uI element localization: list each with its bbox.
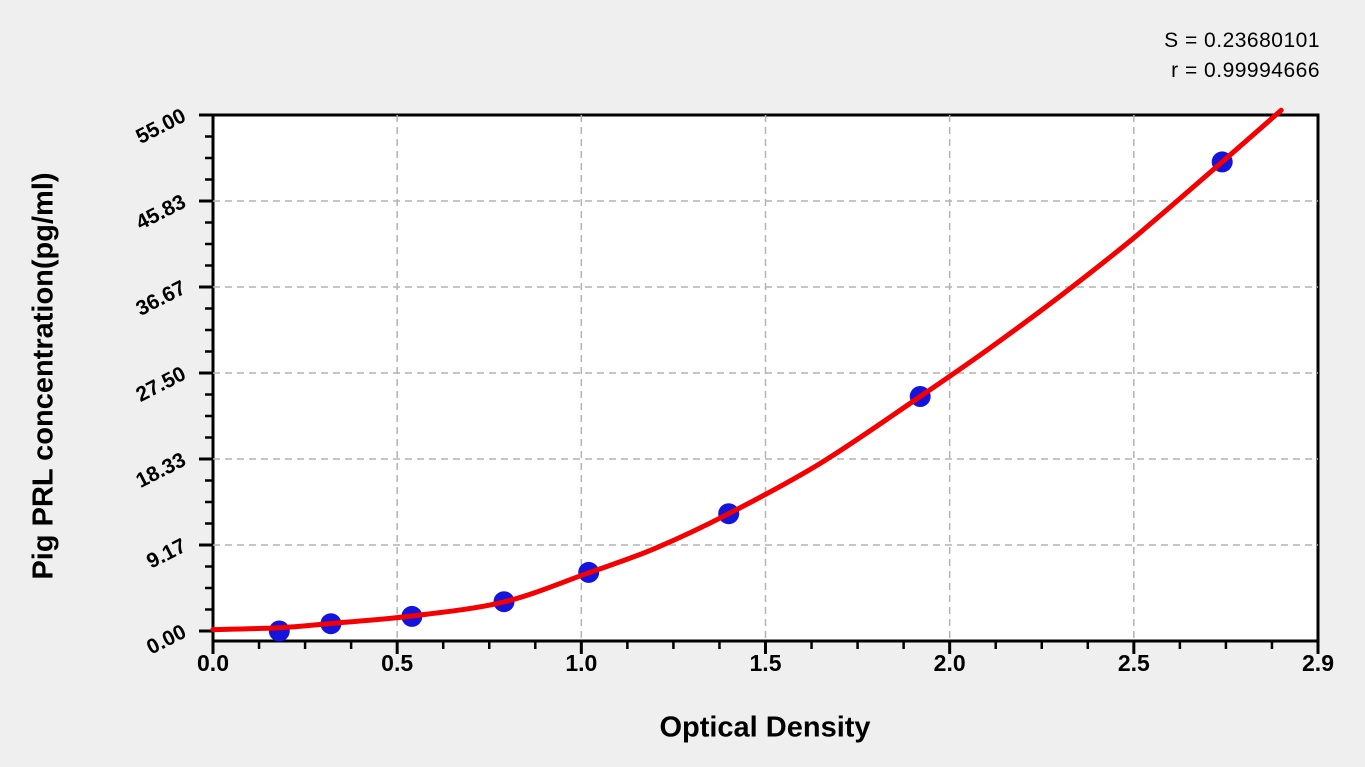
y-tick-label: 0.00	[143, 620, 190, 660]
y-tick-label: 18.33	[132, 448, 190, 493]
y-tick-label: 27.50	[132, 362, 190, 407]
x-tick-label: 2.0	[933, 650, 966, 676]
x-tick-label: 2.5	[1117, 650, 1150, 676]
fit-statistics: S = 0.23680101 r = 0.99994666	[1164, 26, 1320, 86]
y-tick-label: 36.67	[132, 276, 190, 321]
stat-r-value: r = 0.99994666	[1171, 59, 1320, 82]
x-tick-label: 0.0	[197, 650, 229, 676]
x-axis-title: Optical Density	[659, 711, 871, 744]
x-tick-label: 0.5	[381, 650, 414, 676]
x-tick-label: 2.9	[1302, 650, 1334, 676]
y-tick-label: 55.00	[132, 104, 190, 149]
data-point	[268, 620, 290, 642]
y-tick-label: 45.83	[132, 190, 190, 235]
x-tick-label: 1.5	[749, 650, 782, 676]
y-tick-label: 9.17	[143, 534, 190, 574]
y-axis-title: Pig PRL concentration(pg/ml)	[27, 172, 60, 580]
fit-curve	[210, 107, 1284, 633]
standard-curve-plot	[199, 107, 1320, 654]
stat-s-value: S = 0.23680101	[1164, 29, 1320, 52]
x-tick-label: 1.0	[565, 650, 598, 676]
